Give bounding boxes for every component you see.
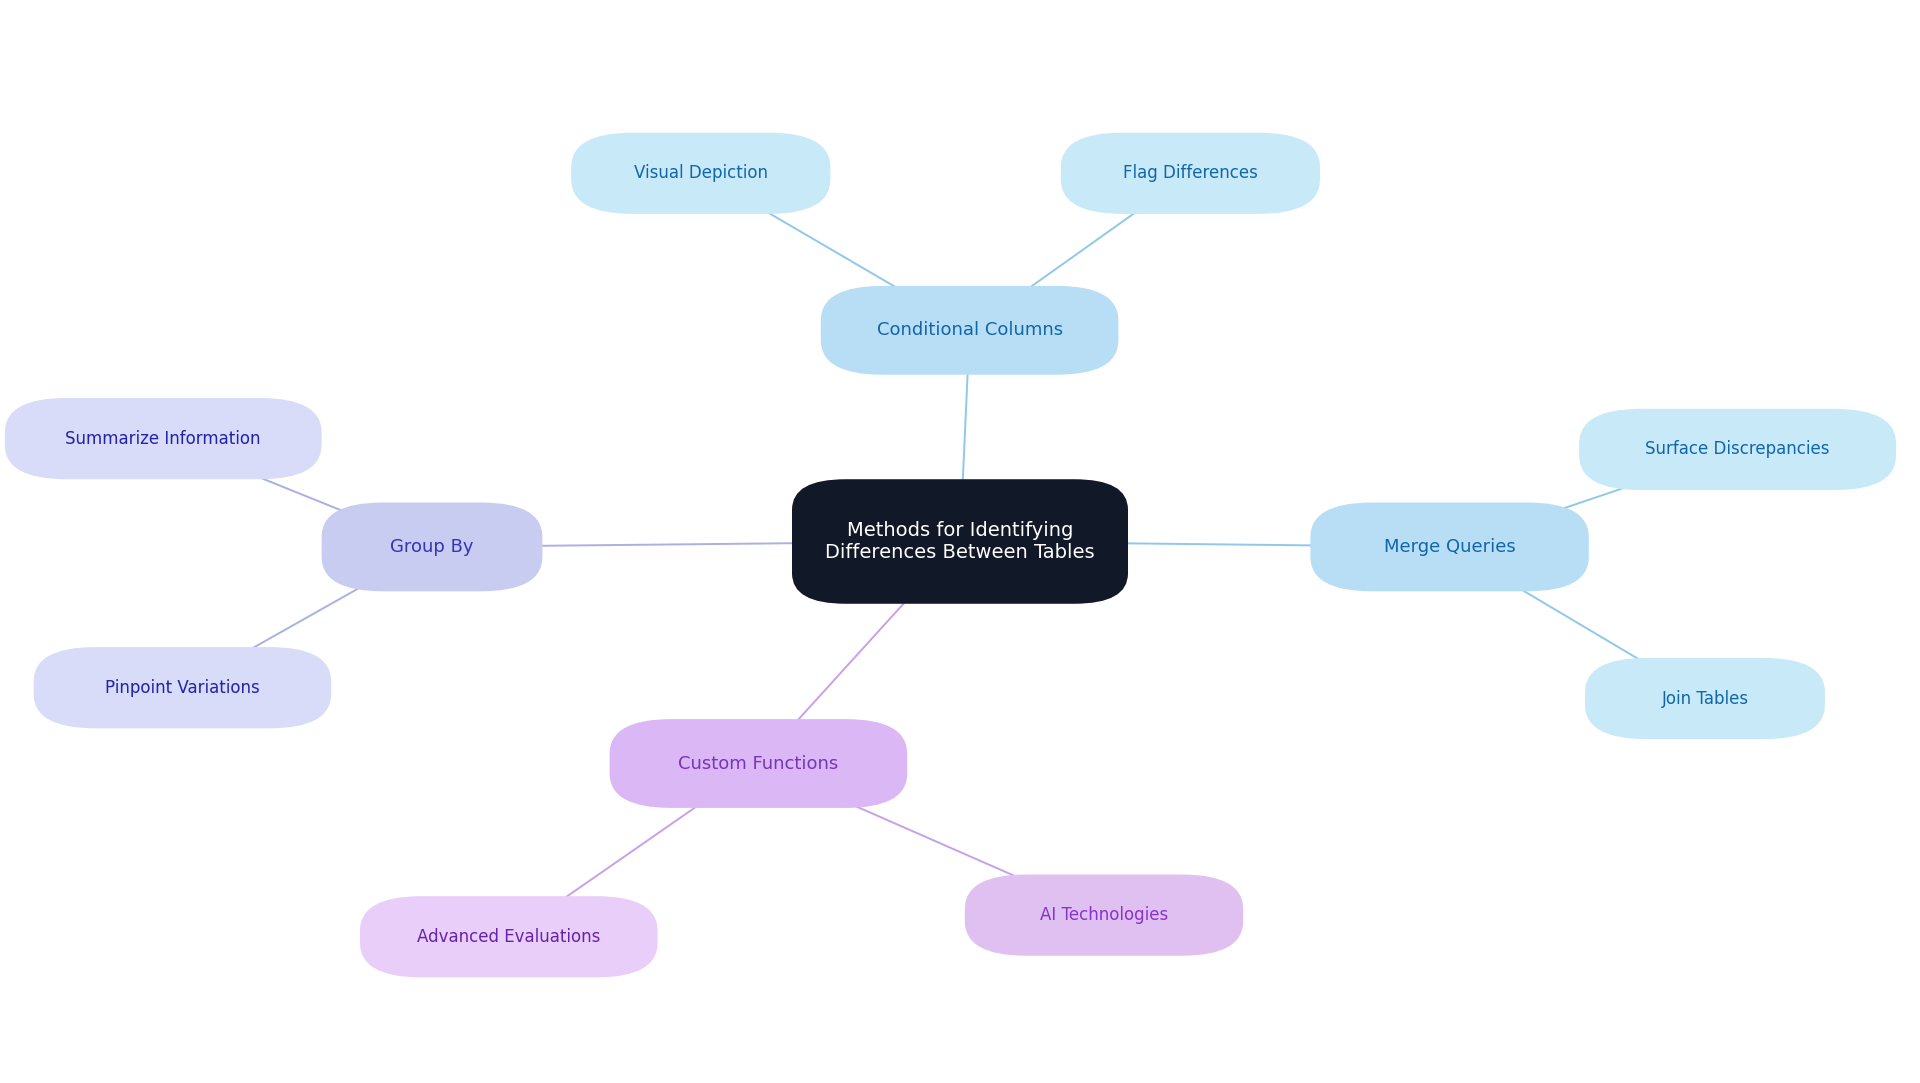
FancyBboxPatch shape <box>361 897 657 977</box>
Text: Visual Depiction: Visual Depiction <box>634 165 768 182</box>
FancyBboxPatch shape <box>323 503 543 591</box>
Text: Group By: Group By <box>390 538 474 556</box>
FancyBboxPatch shape <box>1060 133 1321 214</box>
FancyBboxPatch shape <box>964 875 1242 956</box>
FancyBboxPatch shape <box>6 399 323 479</box>
Text: Methods for Identifying
Differences Between Tables: Methods for Identifying Differences Betw… <box>826 521 1094 562</box>
FancyBboxPatch shape <box>1309 503 1590 591</box>
Text: Join Tables: Join Tables <box>1661 690 1749 707</box>
FancyBboxPatch shape <box>572 133 829 214</box>
FancyBboxPatch shape <box>822 286 1117 375</box>
FancyBboxPatch shape <box>791 479 1127 604</box>
FancyBboxPatch shape <box>1578 409 1895 490</box>
Text: Pinpoint Variations: Pinpoint Variations <box>106 679 259 696</box>
Text: Advanced Evaluations: Advanced Evaluations <box>417 928 601 945</box>
Text: AI Technologies: AI Technologies <box>1041 906 1167 924</box>
FancyBboxPatch shape <box>1586 657 1824 739</box>
Text: Surface Discrepancies: Surface Discrepancies <box>1645 441 1830 458</box>
Text: Conditional Columns: Conditional Columns <box>877 322 1062 339</box>
Text: Merge Queries: Merge Queries <box>1384 538 1515 556</box>
Text: Flag Differences: Flag Differences <box>1123 165 1258 182</box>
Text: Custom Functions: Custom Functions <box>678 755 839 772</box>
Text: Summarize Information: Summarize Information <box>65 430 261 447</box>
FancyBboxPatch shape <box>611 719 908 808</box>
FancyBboxPatch shape <box>35 647 330 728</box>
